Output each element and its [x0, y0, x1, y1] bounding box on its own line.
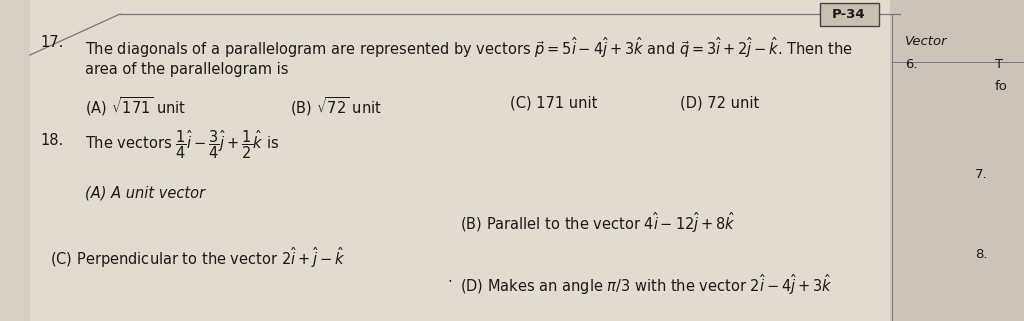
- Text: (C) 171 unit: (C) 171 unit: [510, 95, 597, 110]
- Text: (D) 72 unit: (D) 72 unit: [680, 95, 759, 110]
- Text: (A) $\sqrt{171}$ unit: (A) $\sqrt{171}$ unit: [85, 95, 186, 118]
- Text: (C) Perpendicular to the vector $2\hat{i}+\hat{j}-\hat{k}$: (C) Perpendicular to the vector $2\hat{i…: [50, 245, 345, 270]
- Text: 8.: 8.: [975, 248, 987, 261]
- Text: $\cdot$: $\cdot$: [447, 272, 453, 287]
- Text: fo: fo: [995, 80, 1008, 93]
- Text: The vectors $\dfrac{1}{4}\hat{i}-\dfrac{3}{4}\hat{j}+\dfrac{1}{2}\hat{k}$ is: The vectors $\dfrac{1}{4}\hat{i}-\dfrac{…: [85, 128, 280, 160]
- Text: The diagonals of a parallelogram are represented by vectors $\vec{p}=5\hat{i}-4\: The diagonals of a parallelogram are rep…: [85, 35, 853, 60]
- Text: 18.: 18.: [40, 133, 63, 148]
- Text: Vector: Vector: [905, 35, 947, 48]
- Text: 6.: 6.: [905, 58, 918, 71]
- Text: area of the parallelogram is: area of the parallelogram is: [85, 62, 289, 77]
- Text: 7.: 7.: [975, 168, 987, 181]
- Bar: [30, 0, 890, 321]
- Text: (A) A unit vector: (A) A unit vector: [85, 185, 205, 200]
- Text: (B) $\sqrt{72}$ unit: (B) $\sqrt{72}$ unit: [290, 95, 382, 118]
- Text: T: T: [995, 58, 1004, 71]
- Text: P-34: P-34: [833, 8, 866, 22]
- Text: (D) Makes an angle $\pi/3$ with the vector $2\hat{i}-4\hat{j}+3\hat{k}$: (D) Makes an angle $\pi/3$ with the vect…: [460, 272, 833, 297]
- Text: (B) Parallel to the vector $4\hat{i}-12\hat{j}+8\hat{k}$: (B) Parallel to the vector $4\hat{i}-12\…: [460, 210, 736, 235]
- FancyBboxPatch shape: [819, 3, 879, 25]
- Bar: [890, 0, 1024, 321]
- Text: 17.: 17.: [40, 35, 63, 50]
